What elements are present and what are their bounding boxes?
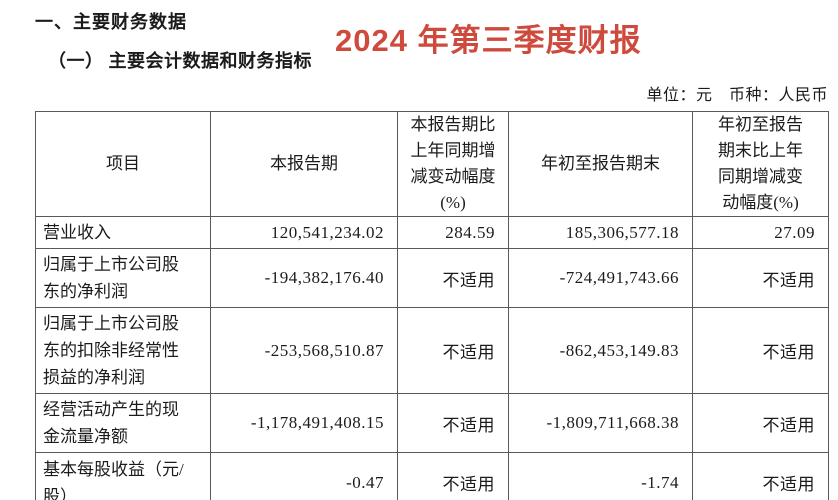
table-header-row: 项目 本报告期 本报告期比 上年同期增 减变动幅度 (%) 年初至报告期末 年初… [35,111,829,217]
row-label: 经营活动产生的现金流量净额 [35,393,211,453]
value-cell: -194,382,176.40 [210,248,398,308]
value-cell: 不适用 [397,393,509,453]
value-cell: -862,453,149.83 [508,307,693,394]
report-title: 2024 年第三季度财报 [335,23,642,58]
table-body: 营业收入 120,541,234.02 284.59 185,306,577.18 27… [35,216,829,500]
row-label: 基本每股收益（元/股） [35,452,211,500]
value-cell: 不适用 [397,452,509,500]
value-cell: 不适用 [397,248,509,308]
value-cell: 不适用 [692,307,829,394]
value-cell: 不适用 [692,452,829,500]
value-cell: 120,541,234.02 [210,216,398,249]
value-cell: -1,178,491,408.15 [210,393,398,453]
row-label: 营业收入 [35,216,211,249]
value-cell: 不适用 [397,307,509,394]
row-label: 归属于上市公司股东的净利润 [35,248,211,308]
subsection-heading: （一） 主要会计数据和财务指标 [48,51,312,71]
value-cell: -724,491,743.66 [508,248,693,308]
value-cell: 不适用 [692,393,829,453]
table-row: 归属于上市公司股东的净利润 -194,382,176.40 不适用 -724,491,… [35,248,829,308]
value-cell: -253,568,510.87 [210,307,398,394]
section-heading: 一、主要财务数据 [35,12,187,32]
header-year-to-date-yoy-change: 年初至报告 期末比上年 同期增减变 动幅度(%) [692,111,829,217]
financial-data-table: 项目 本报告期 本报告期比 上年同期增 减变动幅度 (%) 年初至报告期末 年初… [35,111,829,500]
header-current-period: 本报告期 [210,111,398,217]
row-label: 归属于上市公司股东的扣除非经常性损益的净利润 [35,307,211,394]
table-row: 经营活动产生的现金流量净额 -1,178,491,408.15 不适用 -1,809,… [35,393,829,453]
header-year-to-date: 年初至报告期末 [508,111,693,217]
header-item: 项目 [35,111,211,217]
unit-currency-note: 单位：元 币种：人民币 [646,87,828,104]
value-cell: 27.09 [692,216,829,249]
value-cell: 284.59 [397,216,509,249]
value-cell: -0.47 [210,452,398,500]
value-cell: -1.74 [508,452,693,500]
table-row: 基本每股收益（元/股） -0.47 不适用 -1.74 不适用 [35,452,829,500]
value-cell: 185,306,577.18 [508,216,693,249]
table-row: 归属于上市公司股东的扣除非经常性损益的净利润 -253,568,510.87 不适用… [35,307,829,394]
header-current-period-yoy-change: 本报告期比 上年同期增 减变动幅度 (%) [397,111,509,217]
value-cell: 不适用 [692,248,829,308]
table-row: 营业收入 120,541,234.02 284.59 185,306,577.18 27… [35,216,829,249]
value-cell: -1,809,711,668.38 [508,393,693,453]
